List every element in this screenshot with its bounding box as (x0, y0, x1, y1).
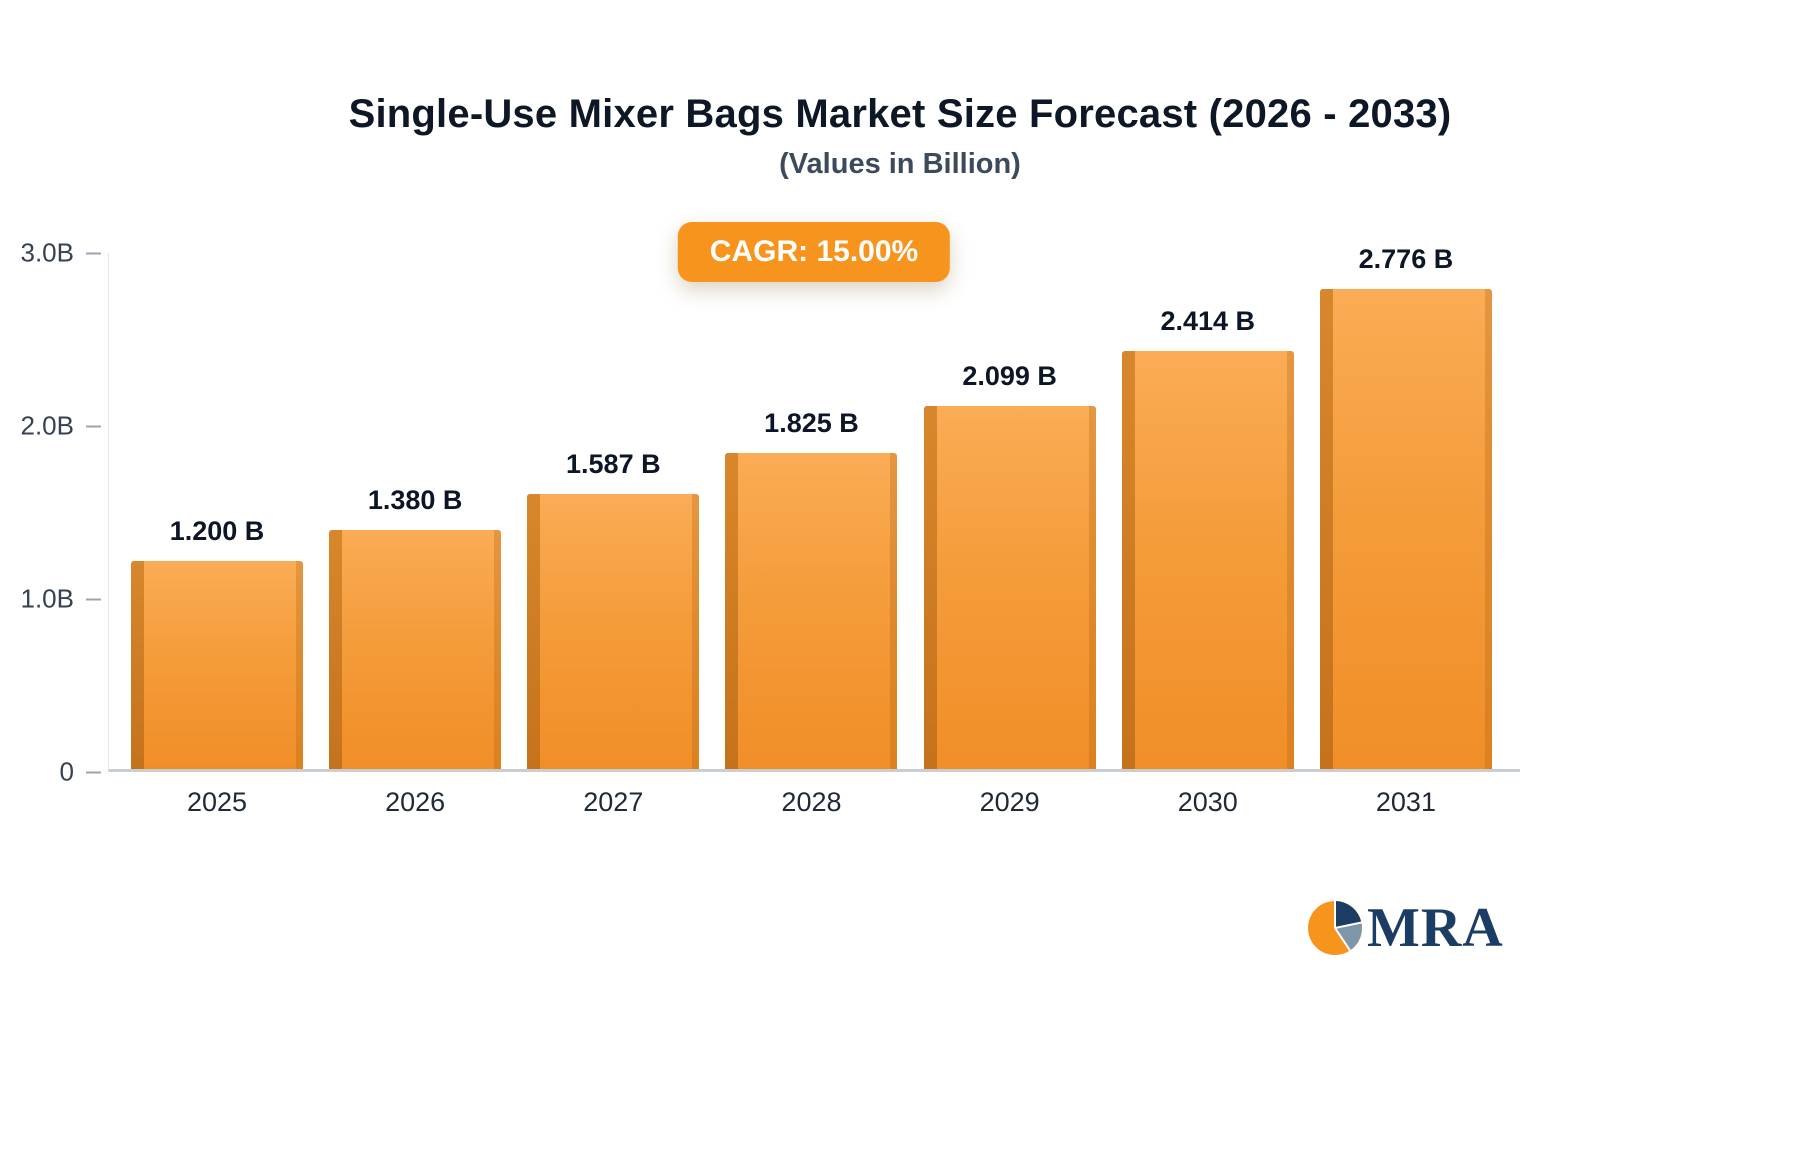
y-tick-mark (86, 425, 101, 427)
bar-value-label: 1.825 B (764, 408, 859, 438)
bar (1121, 351, 1294, 769)
bar-value-label: 1.587 B (566, 449, 661, 479)
bar-category-label: 2027 (583, 787, 644, 817)
y-tick: 3.0B (20, 237, 101, 269)
bar-group: 1.587 B 2027 (527, 253, 700, 817)
bar-group: 1.200 B 2025 (131, 253, 303, 817)
cagr-badge: CAGR: 15.00% (677, 222, 951, 282)
bar (329, 530, 502, 769)
y-tick-label: 0 (59, 756, 74, 787)
y-tick: 0 (60, 757, 101, 788)
bar (1319, 289, 1492, 769)
bar-category-label: 2028 (781, 787, 842, 817)
y-tick-mark (86, 598, 101, 600)
bar (725, 453, 898, 769)
bar (131, 561, 303, 769)
y-tick-mark (86, 252, 101, 254)
bar (923, 406, 1096, 769)
brand-logo: MRA (1305, 898, 1504, 958)
plot-area: 0 1.0B 2.0B 3.0B 1.200 B 2025 1.380 B 2026 1.58… (21, 238, 1520, 817)
bar-category-label: 2030 (1177, 787, 1238, 817)
bar-group: 2.776 B 2031 (1319, 244, 1492, 817)
bar-group: 2.099 B 2029 (923, 253, 1096, 817)
bar-group: 1.825 B 2028 (725, 253, 898, 817)
bar-category-label: 2025 (186, 787, 248, 817)
bar-group: 1.380 B 2026 (329, 253, 502, 817)
bar-category-label: 2031 (1375, 787, 1436, 817)
logo-text: MRA (1367, 897, 1504, 959)
bar-value-label: 2.099 B (962, 361, 1057, 391)
bar (527, 494, 700, 769)
bars-container: 1.200 B 2025 1.380 B 2026 1.587 B 2027 1.825 B… (109, 244, 1520, 817)
chart-title: Single-Use Mixer Bags Market Size Foreca… (348, 92, 1452, 136)
bar-category-label: 2029 (979, 787, 1040, 817)
bar-value-label: 2.776 B (1358, 244, 1454, 274)
y-tick-mark (86, 771, 101, 773)
y-tick-label: 2.0B (20, 410, 75, 441)
y-tick: 2.0B (20, 410, 101, 442)
y-tick: 1.0B (20, 583, 101, 615)
bar-group: 2.414 B 2030 (1121, 253, 1294, 817)
bar-value-label: 1.380 B (367, 485, 463, 515)
chart-subtitle: (Values in Billion) (779, 148, 1021, 180)
pie-circle-icon (1308, 901, 1362, 955)
bar-value-label: 1.200 B (169, 516, 265, 546)
bar-value-label: 2.414 B (1160, 306, 1256, 336)
bar-category-label: 2026 (385, 787, 446, 817)
y-tick-label: 1.0B (20, 583, 75, 614)
y-tick-label: 3.0B (20, 237, 75, 268)
